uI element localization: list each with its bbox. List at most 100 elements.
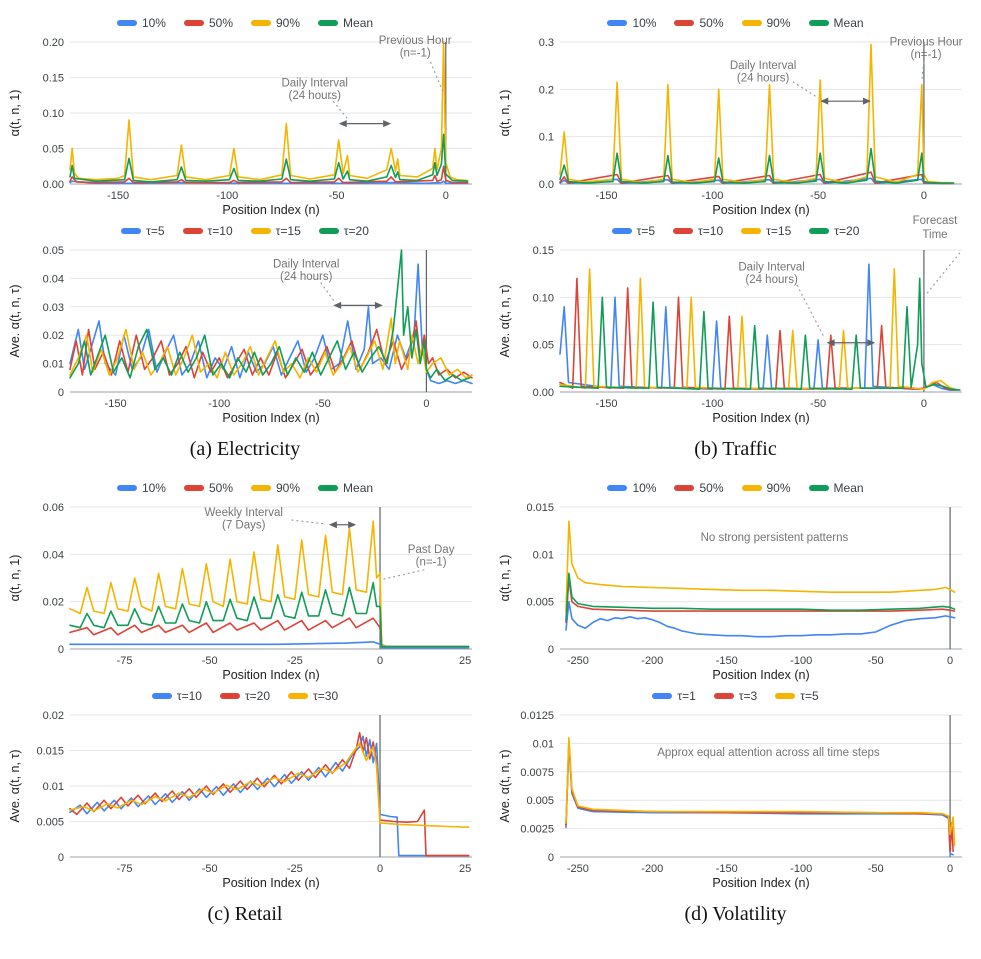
annotation-text: Daily Interval — [738, 261, 804, 273]
legend-item-10pct: 10% — [116, 16, 166, 30]
y-tick-label: 0.00 — [43, 179, 64, 191]
y-tick-label: 0.01 — [533, 549, 554, 561]
y-tick-label: 0.0 — [539, 179, 554, 191]
series-10pct — [565, 600, 956, 638]
legend-label: 90% — [766, 481, 791, 495]
legend-swatch — [741, 485, 762, 491]
legend-label: 50% — [208, 481, 233, 495]
x-axis-label: Position Index (n) — [222, 876, 319, 890]
panel-electricity: 10% 50% 90% Mean 0.00 0.05 0.10 0.15 0.20 -150 -10… — [0, 8, 490, 461]
leader-line — [383, 569, 425, 580]
x-tick-label: -150 — [596, 398, 618, 410]
y-axis-label: α(t, n, 1) — [8, 90, 22, 137]
legend-item-50pct: 50% — [183, 481, 233, 495]
x-tick-label: 0 — [377, 655, 383, 667]
chart-plot: 0 0.02 0.04 0.06 -75 -50 -25 0 25 Position Index … — [8, 502, 472, 682]
annotation-text: (24 hours) — [280, 271, 333, 283]
legend-label: τ=15 — [275, 224, 301, 238]
caption-volatility: (d) Volatility — [684, 903, 787, 925]
x-tick-label: -200 — [641, 655, 663, 667]
annotation-text: Approx equal attention across all time s… — [657, 747, 880, 759]
legend-item-90pct: 90% — [741, 16, 791, 30]
caption-traffic: (b) Traffic — [694, 438, 777, 460]
chart-traffic-avg-attention: τ=5 τ=10 τ=15 τ=20 0.00 0.05 0.10 0.15 -150 -100 -… — [498, 220, 973, 428]
y-tick-label: 0.015 — [526, 502, 554, 514]
legend-swatch — [121, 228, 142, 234]
x-axis-label: Position Index (n) — [222, 668, 319, 682]
annotation-text: Previous Hour — [890, 36, 963, 48]
legend-item-90pct: 90% — [251, 481, 300, 495]
y-tick-label: 0.10 — [533, 292, 554, 304]
x-tick-label: -50 — [315, 398, 331, 410]
arrowhead-right — [383, 120, 392, 128]
y-tick-label: 0.05 — [533, 340, 554, 352]
y-axis-label: Ave. α(t, n, τ) — [8, 749, 22, 822]
legend-swatch — [219, 693, 240, 699]
chart-legend: τ=5 τ=10 τ=15 τ=20 — [8, 220, 482, 242]
legend-label: 50% — [208, 16, 233, 30]
y-tick-label: 0.20 — [43, 37, 64, 49]
legend-label: Mean — [343, 481, 374, 495]
y-tick-label: 0.01 — [533, 738, 554, 750]
legend-swatch — [674, 20, 695, 26]
panel-traffic: 10% 50% 90% Mean 0.0 0.1 0.2 0.3 -150 -100 -50 0 Pos… — [490, 8, 981, 461]
series-50pct — [559, 171, 955, 185]
annotation-text: Previous Hour — [379, 35, 452, 47]
series-tau-5 — [565, 736, 956, 847]
arrowhead-right — [348, 521, 357, 529]
legend-label: τ=30 — [313, 689, 339, 703]
chart-legend: 10% 50% 90% Mean — [498, 12, 973, 34]
y-tick-label: 0.01 — [43, 359, 64, 371]
series-tau-15 — [559, 268, 959, 391]
x-tick-label: -50 — [868, 863, 884, 875]
y-tick-label: 0.0125 — [520, 710, 554, 722]
legend-item-tau-20: τ=20 — [318, 224, 369, 238]
x-axis-label: Position Index (n) — [222, 203, 319, 217]
legend-item-mean: Mean — [808, 16, 864, 30]
chart-retail-percentiles: 10% 50% 90% Mean 0 0.02 0.04 0.06 -75 -50 -25 0 25 Po… — [8, 477, 482, 685]
x-tick-label: 0 — [423, 398, 429, 410]
legend-label: τ=5 — [800, 689, 819, 703]
x-tick-label: -100 — [216, 190, 238, 202]
x-tick-label: -50 — [810, 398, 826, 410]
legend-label: 10% — [141, 16, 166, 30]
x-tick-label: -150 — [596, 190, 618, 202]
series-tau-20 — [69, 249, 471, 382]
series-mean — [565, 572, 956, 622]
chart-legend: τ=5 τ=10 τ=15 τ=20 — [498, 220, 973, 242]
y-tick-label: 0 — [548, 852, 554, 864]
legend-item-tau-1: τ=1 — [652, 689, 696, 703]
x-tick-label: 0 — [947, 655, 953, 667]
x-tick-label: -50 — [202, 655, 218, 667]
legend-swatch — [183, 485, 204, 491]
x-tick-label: -150 — [716, 863, 738, 875]
series-tau-1 — [565, 742, 954, 856]
y-axis-label: Ave. α(t, n, τ) — [498, 749, 512, 822]
chart-plot: 0 0.01 0.02 0.03 0.04 0.05 -150 -100 -50 0 Positio… — [8, 245, 473, 425]
legend-swatch — [318, 228, 339, 234]
x-axis-label: Position Index (n) — [712, 411, 809, 425]
y-tick-label: 0 — [548, 644, 554, 656]
legend-label: τ=15 — [766, 224, 792, 238]
series-tau-20 — [69, 731, 470, 857]
x-tick-label: 0 — [921, 190, 927, 202]
legend-item-tau-20: τ=20 — [809, 224, 859, 238]
legend-swatch — [183, 20, 204, 26]
legend-swatch — [607, 20, 628, 26]
x-tick-label: -250 — [567, 863, 589, 875]
x-tick-label: -150 — [716, 655, 738, 667]
chart-volatility-percentiles: 10% 50% 90% Mean 0 0.005 0.01 0.015 -250 -200 -150… — [498, 477, 973, 685]
legend-swatch — [251, 20, 271, 26]
x-axis-label: Position Index (n) — [712, 203, 809, 217]
x-tick-label: -50 — [329, 190, 345, 202]
x-tick-label: 0 — [921, 398, 927, 410]
legend-label: τ=1 — [677, 689, 696, 703]
annotation-text: Daily Interval — [273, 259, 339, 271]
x-tick-label: -100 — [208, 398, 230, 410]
legend-item-tau-5: τ=5 — [611, 224, 655, 238]
y-tick-label: 0 — [58, 387, 64, 399]
legend-swatch — [741, 20, 762, 26]
x-axis-label: Position Index (n) — [222, 411, 319, 425]
y-tick-label: 0.02 — [43, 330, 64, 342]
legend-swatch — [251, 485, 271, 491]
